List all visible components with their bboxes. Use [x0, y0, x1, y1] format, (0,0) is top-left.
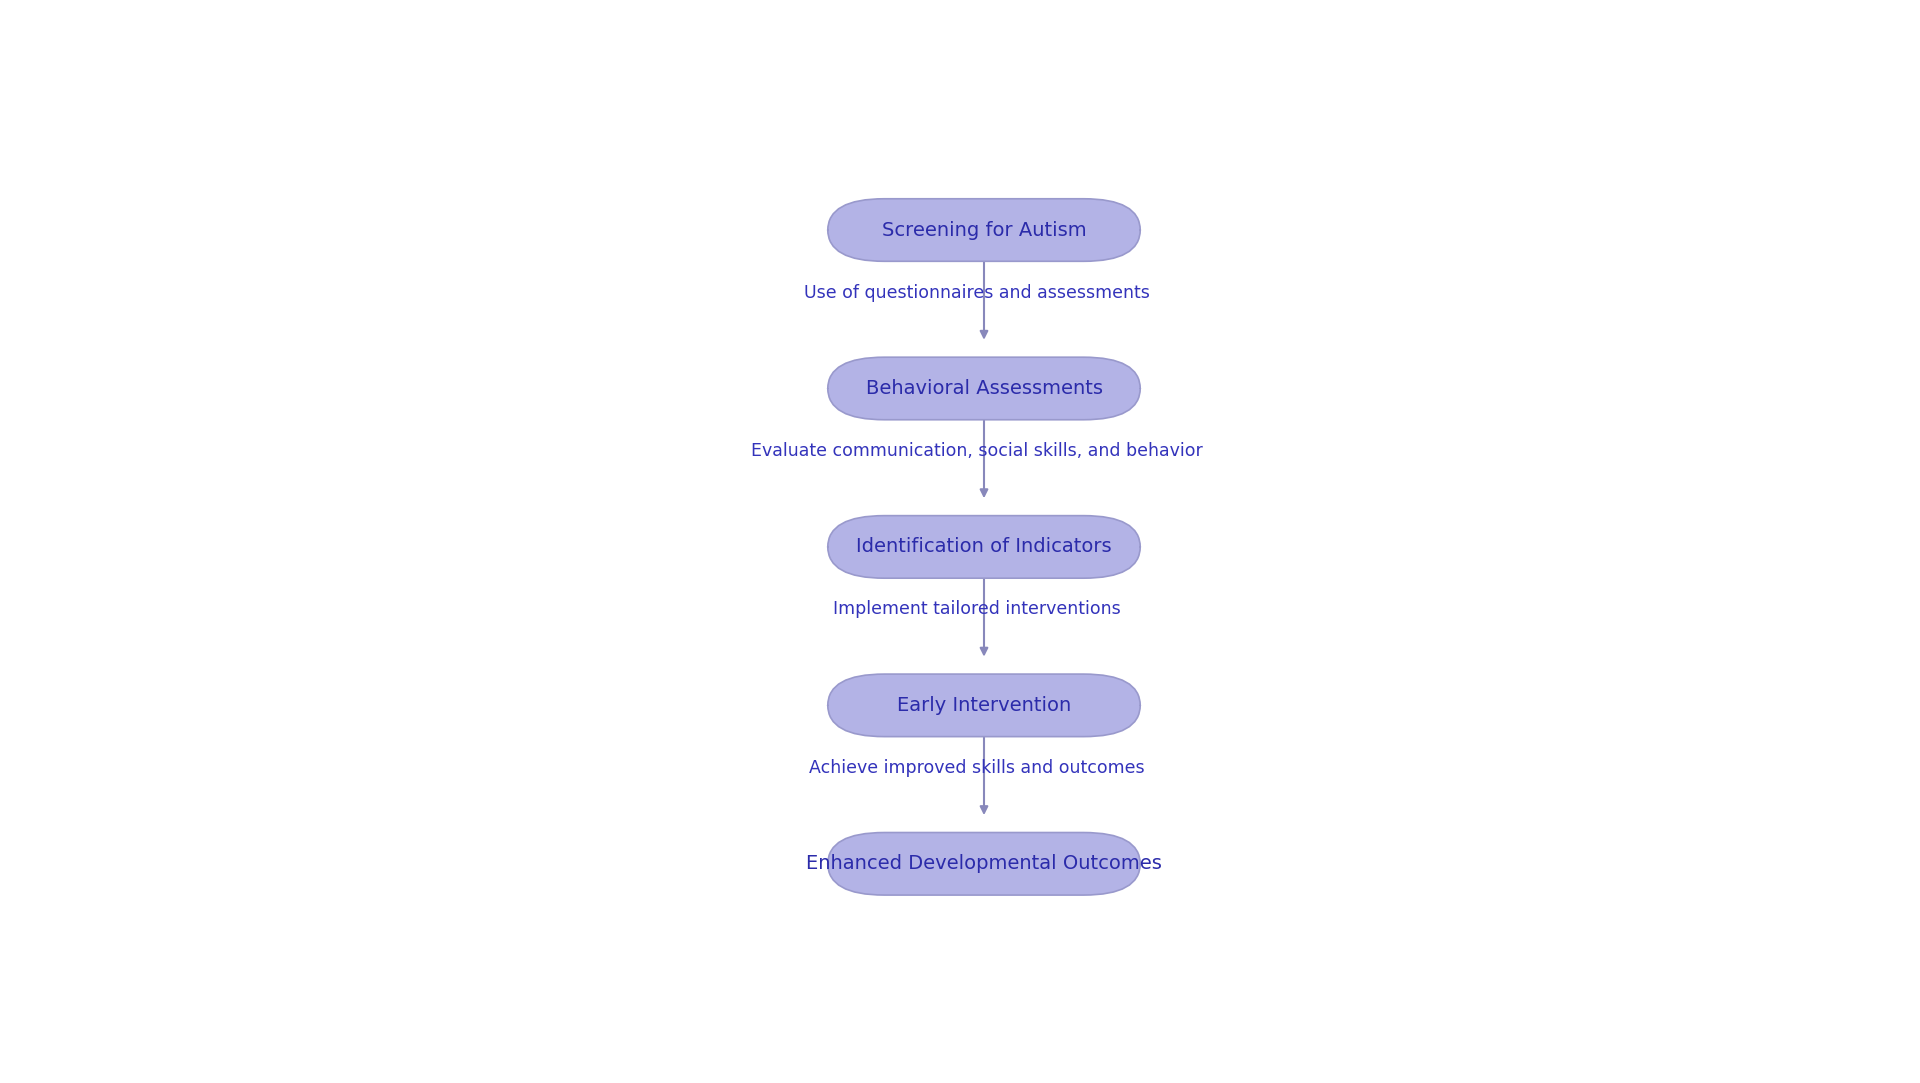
- FancyBboxPatch shape: [828, 357, 1140, 420]
- FancyBboxPatch shape: [828, 199, 1140, 261]
- FancyBboxPatch shape: [828, 833, 1140, 895]
- Text: Early Intervention: Early Intervention: [897, 696, 1071, 715]
- Text: Identification of Indicators: Identification of Indicators: [856, 537, 1112, 557]
- Text: Behavioral Assessments: Behavioral Assessments: [866, 379, 1102, 397]
- Text: Use of questionnaires and assessments: Use of questionnaires and assessments: [804, 284, 1150, 301]
- FancyBboxPatch shape: [828, 674, 1140, 736]
- Text: Evaluate communication, social skills, and behavior: Evaluate communication, social skills, a…: [751, 442, 1202, 460]
- Text: Implement tailored interventions: Implement tailored interventions: [833, 600, 1121, 618]
- FancyBboxPatch shape: [828, 516, 1140, 578]
- Text: Screening for Autism: Screening for Autism: [881, 221, 1087, 239]
- Text: Achieve improved skills and outcomes: Achieve improved skills and outcomes: [808, 759, 1144, 777]
- Text: Enhanced Developmental Outcomes: Enhanced Developmental Outcomes: [806, 854, 1162, 873]
